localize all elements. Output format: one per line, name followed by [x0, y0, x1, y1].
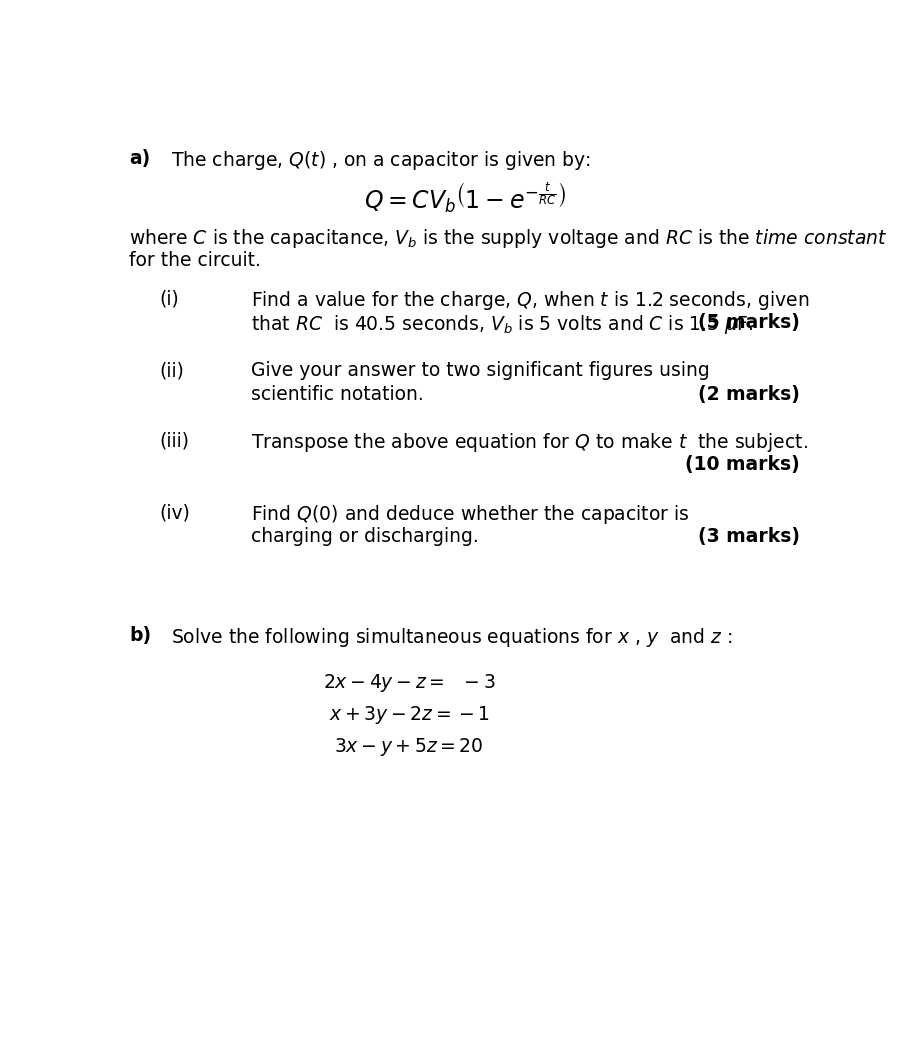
Text: scientific notation.: scientific notation.	[251, 385, 423, 405]
Text: Transpose the above equation for $Q$ to make $t$  the subject.: Transpose the above equation for $Q$ to …	[251, 431, 808, 454]
Text: for the circuit.: for the circuit.	[129, 251, 261, 270]
Text: (10 marks): (10 marks)	[685, 455, 800, 474]
Text: (i): (i)	[159, 289, 179, 308]
Text: a): a)	[129, 149, 150, 168]
Text: $Q = CV_b\left(1 - e^{-\frac{t}{RC}}\right)$: $Q = CV_b\left(1 - e^{-\frac{t}{RC}}\rig…	[364, 181, 567, 215]
Text: where $C$ is the capacitance, $V_b$ is the supply voltage and $RC$ is the $\math: where $C$ is the capacitance, $V_b$ is t…	[129, 227, 887, 250]
Text: $x + 3y - 2z = -1$: $x + 3y - 2z = -1$	[329, 704, 489, 726]
Text: charging or discharging.: charging or discharging.	[251, 528, 479, 547]
Text: $2x - 4y - z =\ \ -3$: $2x - 4y - z =\ \ -3$	[323, 671, 495, 693]
Text: Find $Q(0)$ and deduce whether the capacitor is: Find $Q(0)$ and deduce whether the capac…	[251, 503, 689, 527]
Text: (2 marks): (2 marks)	[697, 385, 800, 405]
Text: (iv): (iv)	[159, 503, 190, 523]
Text: (3 marks): (3 marks)	[697, 528, 800, 547]
Text: Give your answer to two significant figures using: Give your answer to two significant figu…	[251, 361, 709, 380]
Text: $3x - y + 5z = 20$: $3x - y + 5z = 20$	[334, 736, 484, 758]
Text: (ii): (ii)	[159, 361, 184, 380]
Text: that $RC$  is 40.5 seconds, $V_b$ is 5 volts and $C$ is 1.5 $\mu$F.: that $RC$ is 40.5 seconds, $V_b$ is 5 vo…	[251, 313, 753, 336]
Text: (5 marks): (5 marks)	[697, 313, 800, 332]
Text: b): b)	[129, 626, 151, 645]
Text: Find a value for the charge, $Q$, when $t$ is 1.2 seconds, given: Find a value for the charge, $Q$, when $…	[251, 289, 809, 312]
Text: (iii): (iii)	[159, 431, 189, 450]
Text: The charge, $Q(t)$ , on a capacitor is given by:: The charge, $Q(t)$ , on a capacitor is g…	[172, 149, 591, 172]
Text: Solve the following simultaneous equations for $x$ , $y$  and $z$ :: Solve the following simultaneous equatio…	[172, 626, 733, 649]
